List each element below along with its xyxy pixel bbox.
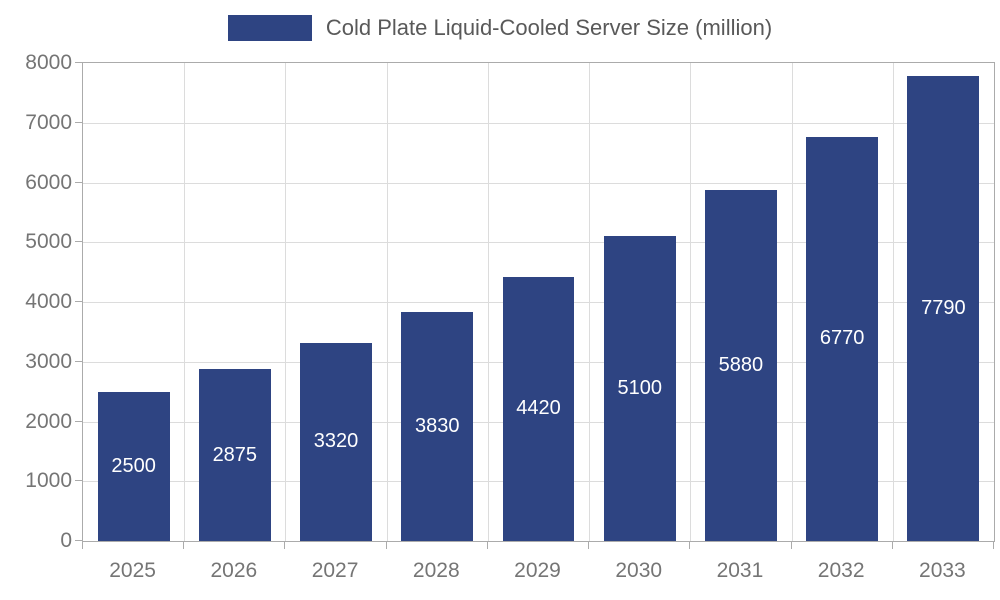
x-axis-tick-mark [993, 542, 994, 549]
v-gridline [184, 63, 186, 541]
x-axis-tick-label: 2033 [919, 559, 966, 582]
bar-2026: 2875 [198, 369, 271, 541]
y-axis-tick-mark [75, 540, 82, 541]
x-axis-tick-mark [82, 542, 83, 549]
bar-2028: 3830 [401, 312, 474, 541]
y-axis-tick-label: 0 [60, 529, 72, 552]
y-axis-tick-mark [75, 181, 82, 183]
y-axis-tick-mark [75, 480, 82, 482]
h-gridline [83, 182, 994, 184]
y-axis-tick-mark [75, 121, 82, 123]
x-axis-tick-mark [689, 542, 691, 549]
x-axis-tick-mark [284, 542, 286, 549]
bar-value-label: 4420 [516, 397, 561, 420]
y-axis-tick-label: 4000 [25, 290, 72, 313]
v-gridline [690, 63, 692, 541]
x-axis-tick-mark [588, 542, 590, 549]
y-axis-tick-mark [75, 62, 82, 63]
y-axis-tick-mark [75, 360, 82, 362]
bar-value-label: 5880 [718, 353, 764, 376]
h-gridline [83, 242, 994, 244]
x-axis-tick-mark [790, 542, 792, 549]
bar-value-label: 6770 [819, 327, 865, 350]
bar-value-label: 2875 [212, 443, 258, 466]
h-gridline [83, 122, 994, 124]
y-axis-tick-label: 3000 [25, 349, 72, 373]
y-axis-tick-label: 5000 [25, 230, 72, 254]
bar-value-label: 7790 [921, 296, 966, 319]
x-axis-tick-label: 2030 [615, 559, 663, 582]
bar-value-label: 3320 [313, 430, 359, 453]
y-axis-tick-label: 6000 [25, 170, 72, 194]
v-gridline [386, 63, 388, 541]
bar-2033: 7790 [907, 75, 980, 541]
x-axis-tick-label: 2032 [817, 559, 865, 582]
x-axis-tick-label: 2027 [311, 559, 359, 582]
bar-2030: 5100 [603, 236, 676, 541]
bar-2029: 4420 [502, 276, 575, 541]
chart-legend[interactable]: Cold Plate Liquid-Cooled Server Size (mi… [0, 15, 1000, 41]
bar-value-label: 3830 [415, 415, 460, 438]
bar-2031: 5880 [705, 189, 777, 541]
y-axis-tick-label: 7000 [25, 110, 72, 134]
y-axis-tick-mark [75, 241, 82, 243]
v-gridline [487, 63, 489, 541]
y-axis-tick-label: 8000 [25, 51, 72, 74]
x-axis-tick-mark [385, 542, 387, 549]
v-gridline [791, 63, 793, 541]
x-axis-tick-label: 2028 [412, 559, 460, 582]
x-axis-tick-label: 2031 [716, 559, 764, 582]
bar-value-label: 5100 [617, 377, 662, 400]
y-axis-tick-mark [75, 420, 82, 422]
bar-2032: 6770 [806, 136, 879, 541]
x-axis-tick-mark [486, 542, 488, 549]
v-gridline [892, 63, 894, 541]
x-axis-tick-label: 2029 [514, 559, 561, 582]
y-axis-tick-mark [75, 301, 82, 302]
x-axis-tick-label: 2026 [210, 559, 258, 582]
x-axis-tick-mark [891, 542, 893, 549]
legend-swatch [227, 15, 312, 41]
bar-2027: 3320 [300, 342, 372, 541]
bar-value-label: 2500 [111, 454, 156, 477]
plot-area: 2500 2875 3320 3830 4420 5100 5880 6770 7790 [82, 62, 995, 542]
y-axis-tick-label: 1000 [25, 469, 72, 493]
v-gridline [285, 63, 287, 541]
x-axis-tick-mark [183, 542, 185, 549]
legend-label: Cold Plate Liquid-Cooled Server Size (mi… [325, 15, 773, 40]
bar-2025: 2500 [97, 391, 170, 541]
v-gridline [589, 63, 591, 541]
x-axis-tick-label: 2025 [109, 559, 156, 582]
y-axis-tick-label: 2000 [25, 409, 72, 433]
